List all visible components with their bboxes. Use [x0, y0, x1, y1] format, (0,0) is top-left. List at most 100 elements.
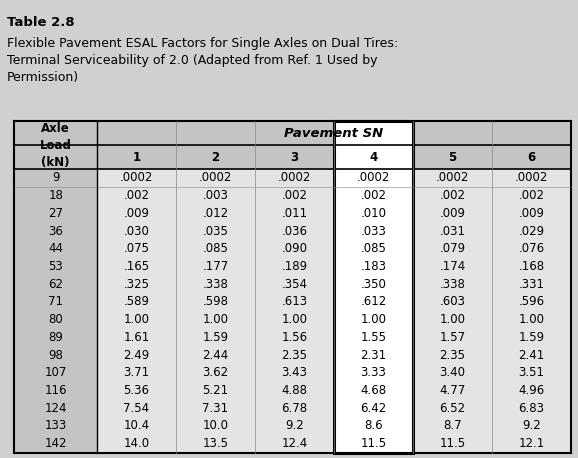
- Text: .011: .011: [281, 207, 307, 220]
- Text: .174: .174: [439, 260, 466, 273]
- Text: .033: .033: [361, 224, 387, 238]
- Text: 10.4: 10.4: [123, 420, 149, 432]
- Text: .003: .003: [202, 189, 228, 202]
- Text: 1.00: 1.00: [202, 313, 228, 326]
- Text: .085: .085: [361, 242, 387, 255]
- Text: .009: .009: [518, 207, 544, 220]
- Text: .0002: .0002: [199, 171, 232, 185]
- Text: .076: .076: [518, 242, 544, 255]
- Text: 4: 4: [369, 151, 377, 164]
- Text: 1.56: 1.56: [281, 331, 307, 344]
- Text: 6.52: 6.52: [439, 402, 465, 414]
- Text: .354: .354: [281, 278, 307, 291]
- Text: 98: 98: [48, 349, 63, 361]
- Text: 36: 36: [48, 224, 63, 238]
- Text: 2.49: 2.49: [123, 349, 150, 361]
- Text: .075: .075: [123, 242, 149, 255]
- Text: 53: 53: [49, 260, 63, 273]
- Text: .010: .010: [361, 207, 387, 220]
- Text: Table 2.8: Table 2.8: [7, 16, 75, 29]
- Text: 10.0: 10.0: [202, 420, 228, 432]
- Text: .030: .030: [124, 224, 149, 238]
- Text: .035: .035: [202, 224, 228, 238]
- Text: 11.5: 11.5: [361, 437, 387, 450]
- Text: 3.51: 3.51: [518, 366, 544, 379]
- Text: 1.00: 1.00: [281, 313, 307, 326]
- Text: .165: .165: [123, 260, 149, 273]
- Text: .0002: .0002: [436, 171, 469, 185]
- Text: Flexible Pavement ESAL Factors for Single Axles on Dual Tires:
Terminal Servicea: Flexible Pavement ESAL Factors for Singl…: [7, 37, 398, 84]
- Text: 9: 9: [52, 171, 60, 185]
- Text: .079: .079: [439, 242, 465, 255]
- Text: 1.61: 1.61: [123, 331, 150, 344]
- Text: Axle
Load
(kN): Axle Load (kN): [40, 122, 72, 169]
- Text: 2.31: 2.31: [361, 349, 387, 361]
- Text: 3.43: 3.43: [281, 366, 307, 379]
- Text: 1.00: 1.00: [361, 313, 387, 326]
- Text: .613: .613: [281, 295, 307, 308]
- Text: 4.88: 4.88: [281, 384, 307, 397]
- Text: 6.42: 6.42: [360, 402, 387, 414]
- Text: 6: 6: [527, 151, 536, 164]
- Text: 5.21: 5.21: [202, 384, 228, 397]
- Text: 3.71: 3.71: [123, 366, 149, 379]
- Text: 9.2: 9.2: [522, 420, 541, 432]
- Text: .0002: .0002: [278, 171, 311, 185]
- Text: .331: .331: [518, 278, 544, 291]
- Text: .002: .002: [281, 189, 307, 202]
- Text: 3.62: 3.62: [202, 366, 228, 379]
- Text: .002: .002: [123, 189, 149, 202]
- Text: 1.00: 1.00: [123, 313, 149, 326]
- Text: 5.36: 5.36: [123, 384, 149, 397]
- Text: 133: 133: [45, 420, 67, 432]
- Bar: [14, 121, 571, 453]
- Text: .338: .338: [202, 278, 228, 291]
- Bar: [14, 121, 97, 453]
- Text: .189: .189: [281, 260, 307, 273]
- Text: 3.33: 3.33: [361, 366, 387, 379]
- Text: 18: 18: [48, 189, 63, 202]
- Text: 9.2: 9.2: [285, 420, 304, 432]
- Text: .002: .002: [361, 189, 387, 202]
- Text: .002: .002: [439, 189, 465, 202]
- Text: .589: .589: [123, 295, 149, 308]
- Text: 124: 124: [45, 402, 67, 414]
- Text: .036: .036: [281, 224, 307, 238]
- Text: .338: .338: [439, 278, 465, 291]
- Text: 116: 116: [45, 384, 67, 397]
- Text: .085: .085: [202, 242, 228, 255]
- Text: .0002: .0002: [357, 171, 390, 185]
- Text: 2.41: 2.41: [518, 349, 544, 361]
- Text: .603: .603: [439, 295, 465, 308]
- Text: 14.0: 14.0: [123, 437, 149, 450]
- Text: .029: .029: [518, 224, 544, 238]
- Text: 12.1: 12.1: [518, 437, 544, 450]
- Text: 142: 142: [45, 437, 67, 450]
- Text: 3.40: 3.40: [439, 366, 465, 379]
- Text: .325: .325: [123, 278, 149, 291]
- Text: 2.35: 2.35: [281, 349, 307, 361]
- Text: 2: 2: [212, 151, 220, 164]
- Text: .009: .009: [439, 207, 465, 220]
- Text: .612: .612: [360, 295, 387, 308]
- Text: 11.5: 11.5: [439, 437, 465, 450]
- Text: .183: .183: [361, 260, 387, 273]
- Text: 8.7: 8.7: [443, 420, 462, 432]
- Text: 6.78: 6.78: [281, 402, 307, 414]
- Text: .0002: .0002: [120, 171, 153, 185]
- Text: .090: .090: [281, 242, 307, 255]
- Text: 3: 3: [290, 151, 298, 164]
- Text: 107: 107: [45, 366, 67, 379]
- Text: 27: 27: [48, 207, 63, 220]
- Text: Pavement SN: Pavement SN: [284, 127, 384, 140]
- Text: 4.96: 4.96: [518, 384, 544, 397]
- Text: 4.68: 4.68: [361, 384, 387, 397]
- Text: .031: .031: [439, 224, 465, 238]
- Text: 1.59: 1.59: [202, 331, 228, 344]
- Text: 2.44: 2.44: [202, 349, 228, 361]
- Text: 7.54: 7.54: [123, 402, 149, 414]
- Text: 62: 62: [48, 278, 63, 291]
- Bar: [14, 145, 571, 169]
- Text: 2.35: 2.35: [439, 349, 465, 361]
- Text: 1.57: 1.57: [439, 331, 465, 344]
